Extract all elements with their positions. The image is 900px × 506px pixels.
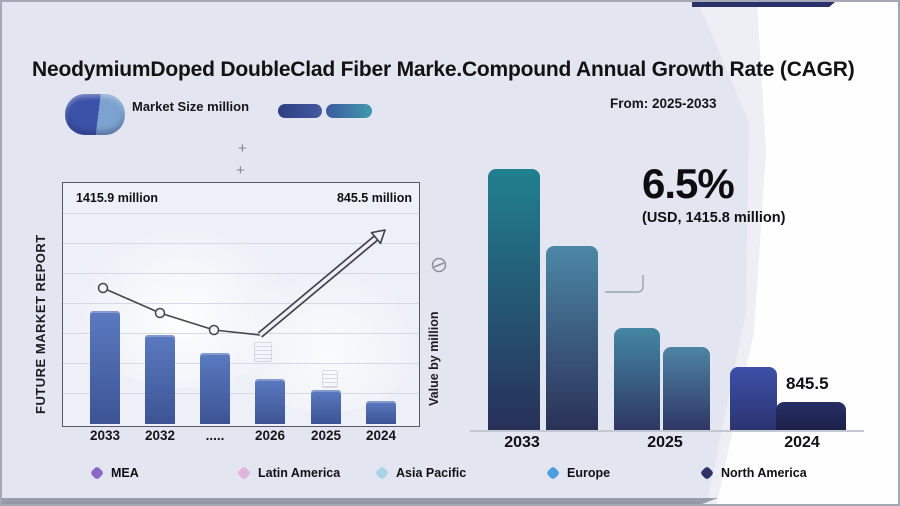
right-chart-bar: [614, 328, 660, 430]
left-chart-bar: [90, 311, 120, 424]
legend-item: Asia Pacific: [374, 465, 467, 481]
legend-marker-icon: [545, 465, 561, 481]
left-chart-bar: [366, 401, 396, 424]
left-x-label: 2024: [365, 428, 397, 443]
legend-item: North America: [699, 465, 807, 481]
cagr-value: 6.5%: [642, 160, 735, 207]
legend-label: MEA: [111, 466, 139, 480]
scale-pill-teal: [326, 104, 372, 118]
left-x-label: 2025: [310, 428, 342, 443]
gridline: [63, 363, 419, 364]
period-label: From: 2025-2033: [610, 96, 717, 111]
gridline: [63, 213, 419, 214]
left-chart-bar: [255, 379, 285, 424]
legend-item: Latin America: [236, 465, 341, 481]
top-accent-bar: [692, 2, 835, 7]
left-x-label: 2026: [254, 428, 286, 443]
right-chart-bar: [730, 367, 777, 430]
left-chart-start-value: 1415.9 million: [76, 191, 158, 205]
legend-label: North America: [721, 466, 807, 480]
legend-item: Europe: [545, 465, 611, 481]
right-chart-bar: [663, 347, 710, 430]
legend: MEA Latin America Asia Pacific Europe North …: [2, 465, 898, 492]
legend-label: Europe: [567, 466, 611, 480]
clipboard-icon: [254, 342, 272, 362]
legend-marker-icon: [699, 465, 715, 481]
right-chart-bar: [546, 246, 598, 430]
legend-label: Latin America: [258, 466, 341, 480]
future-market-report-watermark: FUTURE MARKET REPORT: [33, 234, 48, 415]
left-chart-bar: [145, 335, 175, 424]
step-decoration: [605, 275, 644, 293]
bottom-accent-strip: [2, 498, 718, 504]
right-x-label: 2025: [647, 434, 683, 451]
scale-pill-dark: [278, 104, 322, 118]
left-x-label: 2032: [144, 428, 176, 443]
market-size-label: Market Size million: [132, 99, 250, 114]
right-x-label: 2024: [784, 434, 820, 451]
legend-marker-icon: [89, 465, 105, 481]
page-title: NeodymiumDoped DoubleClad Fiber Marke.Co…: [32, 58, 855, 81]
right-x-label: 2033: [504, 434, 540, 451]
gridline: [63, 243, 419, 244]
left-chart-bar: [311, 390, 341, 424]
right-chart-y-axis-label: Value by million: [427, 311, 441, 407]
gridline: [63, 393, 419, 394]
left-x-label: .....: [205, 428, 225, 443]
plus-decoration: +: [236, 162, 245, 179]
right-chart-bar: [776, 402, 846, 430]
right-chart-bar: [488, 169, 540, 430]
left-chart-end-value: 845.5 million: [336, 191, 412, 205]
plus-decoration: +: [238, 140, 247, 157]
left-chart-bar: [200, 353, 230, 424]
gridline: [63, 273, 419, 274]
clock-icon: [431, 257, 447, 273]
scale-pill-separator: :: [319, 104, 322, 114]
cylinder-icon: [65, 94, 125, 135]
left-x-label: 2033: [89, 428, 121, 443]
gridline: [63, 303, 419, 304]
legend-marker-icon: [236, 465, 252, 481]
clipboard-icon: [322, 370, 338, 388]
cagr-detail: (USD, 1415.8 million): [642, 210, 786, 226]
legend-marker-icon: [374, 465, 390, 481]
legend-label: Asia Pacific: [396, 466, 467, 480]
legend-item: MEA: [89, 465, 139, 481]
value-label-2024: 845.5: [786, 374, 829, 393]
right-chart-baseline: [470, 430, 864, 432]
